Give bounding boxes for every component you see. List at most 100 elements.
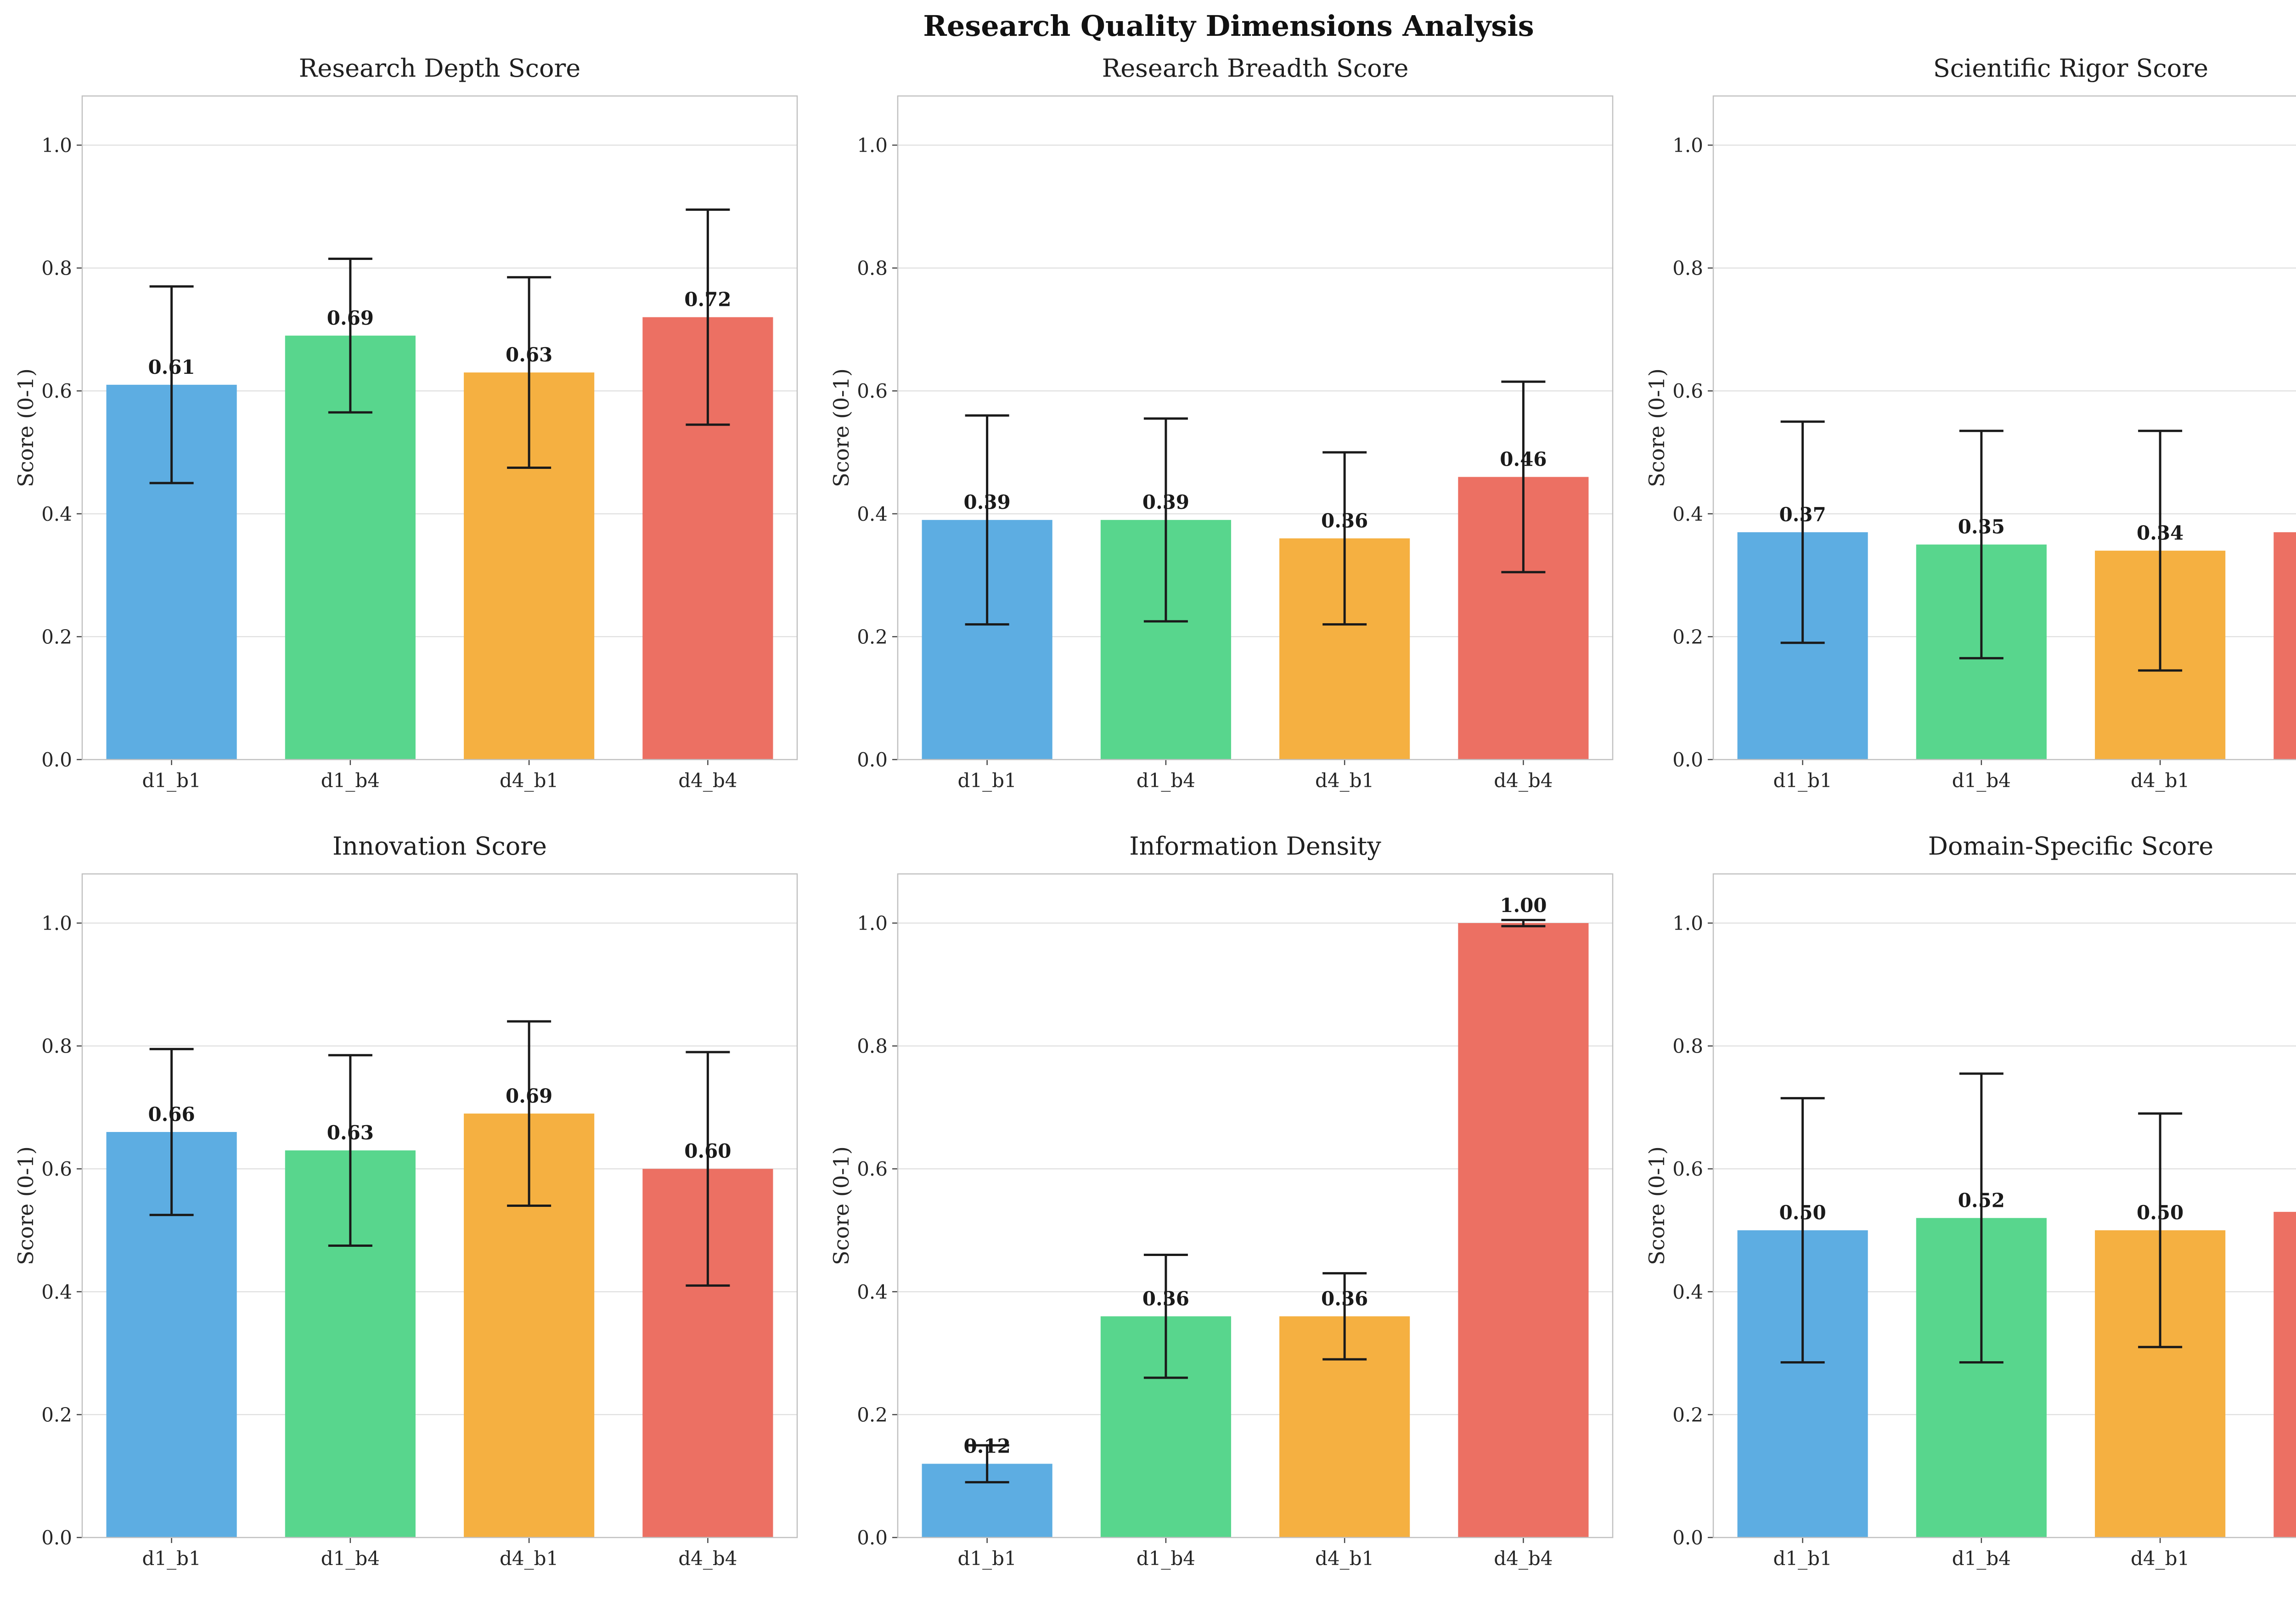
axes-box — [81, 95, 798, 760]
y-tick-label: 0.2 — [857, 1403, 888, 1426]
y-tick-label: 0.0 — [1672, 749, 1703, 771]
value-label: 0.12 — [963, 1435, 1010, 1457]
chart-information-density: 0.0 0.2 0.4 0.6 0.8 1.0 d1_b1 0.12 d1_b4 0.36 d4_b… — [827, 828, 1630, 1590]
y-tick-label: 0.2 — [857, 625, 888, 648]
axes-box — [81, 873, 798, 1538]
value-label: 0.63 — [327, 1121, 374, 1144]
chart-title: Scientific Rigor Score — [1933, 54, 2208, 83]
value-label: 0.72 — [684, 288, 731, 311]
y-tick-label: 0.4 — [1672, 503, 1703, 525]
x-tick-label: d4_b1 — [500, 1547, 558, 1570]
x-tick-label: d1_b1 — [958, 1547, 1017, 1570]
x-tick-label: d4_b1 — [1315, 1547, 1374, 1570]
x-tick-label: d4_b4 — [1494, 1547, 1553, 1570]
y-tick-label: 0.6 — [1672, 380, 1703, 402]
x-tick-label: d4_b4 — [678, 1547, 737, 1570]
y-tick-label: 0.6 — [41, 1158, 72, 1180]
chart-title: Research Depth Score — [299, 54, 580, 83]
x-tick-label: d4_b1 — [1315, 769, 1374, 792]
y-axis-label: Score (0-1) — [13, 1146, 38, 1265]
bar-d4_b4 — [2273, 1211, 2296, 1538]
value-label: 0.69 — [506, 1085, 552, 1107]
value-label: 0.39 — [963, 491, 1010, 513]
value-label: 0.36 — [1321, 1287, 1368, 1310]
value-label: 0.69 — [327, 307, 374, 329]
bar-chart-svg: 0.0 0.2 0.4 0.6 0.8 1.0 d1_b1 0.50 d1_b4 0.52 d4_b… — [1644, 832, 2296, 1570]
x-tick-label: d1_b4 — [1952, 769, 2011, 792]
value-label: 0.63 — [506, 344, 552, 366]
x-tick-label: d4_b1 — [500, 769, 558, 792]
value-label: 0.61 — [148, 356, 195, 378]
x-tick-label: d1_b4 — [321, 1547, 380, 1570]
y-tick-label: 0.8 — [857, 1035, 888, 1058]
y-tick-label: 0.0 — [41, 749, 72, 771]
charts-grid: 0.0 0.2 0.4 0.6 0.8 1.0 d1_b1 0.61 d1_b4 0.69 d4_b… — [11, 50, 2296, 1590]
chart-title: Innovation Score — [332, 832, 547, 861]
value-label: 0.50 — [1779, 1201, 1826, 1224]
y-tick-label: 0.8 — [1672, 257, 1703, 280]
chart-title: Domain-Specific Score — [1928, 832, 2213, 861]
x-tick-label: d1_b4 — [1137, 769, 1195, 792]
chart-title: Research Breadth Score — [1102, 54, 1409, 83]
value-label: 0.60 — [684, 1140, 731, 1162]
axes-box — [1712, 873, 2296, 1538]
chart-research-breadth-score: 0.0 0.2 0.4 0.6 0.8 1.0 d1_b1 0.39 d1_b4 0.39 d4_b… — [827, 50, 1630, 812]
chart-domain-specific-score: 0.0 0.2 0.4 0.6 0.8 1.0 d1_b1 0.50 d1_b4 0.52 d4_b… — [1642, 828, 2296, 1590]
x-tick-label: d1_b1 — [142, 1547, 201, 1570]
value-label: 0.35 — [1958, 516, 2005, 538]
axes-box — [897, 95, 1614, 760]
bar-chart-svg: 0.0 0.2 0.4 0.6 0.8 1.0 d1_b1 0.39 d1_b4 0.39 d4_b… — [829, 54, 1614, 792]
y-axis-label: Score (0-1) — [1644, 1146, 1669, 1265]
x-tick-label: d1_b1 — [1773, 1547, 1832, 1570]
value-label: 0.39 — [1142, 491, 1189, 513]
y-tick-label: 0.4 — [857, 503, 888, 525]
y-tick-label: 0.0 — [41, 1526, 72, 1549]
y-tick-label: 0.2 — [41, 1403, 72, 1426]
y-axis-label: Score (0-1) — [1644, 368, 1669, 487]
value-label: 0.36 — [1321, 509, 1368, 532]
y-tick-label: 0.8 — [41, 1035, 72, 1058]
chart-innovation-score: 0.0 0.2 0.4 0.6 0.8 1.0 d1_b1 0.66 d1_b4 0.63 d4_b… — [11, 828, 815, 1590]
y-tick-label: 1.0 — [41, 912, 72, 935]
y-axis-label: Score (0-1) — [829, 1146, 854, 1265]
y-tick-label: 0.2 — [1672, 1403, 1703, 1426]
y-tick-label: 0.4 — [857, 1281, 888, 1303]
value-label: 1.00 — [1500, 894, 1547, 917]
x-tick-label: d1_b4 — [321, 769, 380, 792]
y-axis-label: Score (0-1) — [13, 368, 38, 487]
value-label: 0.37 — [1779, 503, 1826, 526]
y-tick-label: 0.4 — [41, 1281, 72, 1303]
y-tick-label: 0.0 — [1672, 1526, 1703, 1549]
y-axis-label: Score (0-1) — [829, 368, 854, 487]
y-tick-label: 0.8 — [1672, 1035, 1703, 1058]
y-tick-label: 0.8 — [857, 257, 888, 280]
bar-chart-svg: 0.0 0.2 0.4 0.6 0.8 1.0 d1_b1 0.12 d1_b4 0.36 d4_b… — [829, 832, 1614, 1570]
x-tick-label: d1_b1 — [1773, 769, 1832, 792]
y-tick-label: 1.0 — [41, 134, 72, 157]
figure-title: Research Quality Dimensions Analysis — [923, 9, 1534, 43]
value-label: 0.50 — [2137, 1201, 2183, 1224]
y-tick-label: 1.0 — [1672, 134, 1703, 157]
y-tick-label: 0.6 — [1672, 1158, 1703, 1180]
x-tick-label: d4_b1 — [2131, 769, 2189, 792]
value-label: 0.34 — [2137, 522, 2183, 544]
y-tick-label: 0.0 — [857, 749, 888, 771]
bar-d4_b4 — [2273, 532, 2296, 760]
x-tick-label: d4_b4 — [1494, 769, 1553, 792]
y-tick-label: 0.2 — [41, 625, 72, 648]
x-tick-label: d4_b1 — [2131, 1547, 2189, 1570]
bar-chart-svg: 0.0 0.2 0.4 0.6 0.8 1.0 d1_b1 0.66 d1_b4 0.63 d4_b… — [13, 832, 798, 1570]
y-tick-label: 0.6 — [41, 380, 72, 402]
x-tick-label: d1_b4 — [1137, 1547, 1195, 1570]
value-label: 0.66 — [148, 1103, 195, 1126]
x-tick-label: d1_b4 — [1952, 1547, 2011, 1570]
axes-box — [897, 873, 1614, 1538]
bar-chart-svg: 0.0 0.2 0.4 0.6 0.8 1.0 d1_b1 0.61 d1_b4 0.69 d4_b… — [13, 54, 798, 792]
y-tick-label: 0.8 — [41, 257, 72, 280]
y-tick-label: 0.4 — [1672, 1281, 1703, 1303]
axes-box — [1712, 95, 2296, 760]
y-tick-label: 1.0 — [857, 134, 888, 157]
value-label: 0.52 — [1958, 1189, 2005, 1211]
value-label: 0.46 — [1500, 448, 1547, 471]
chart-title: Information Density — [1129, 832, 1381, 861]
